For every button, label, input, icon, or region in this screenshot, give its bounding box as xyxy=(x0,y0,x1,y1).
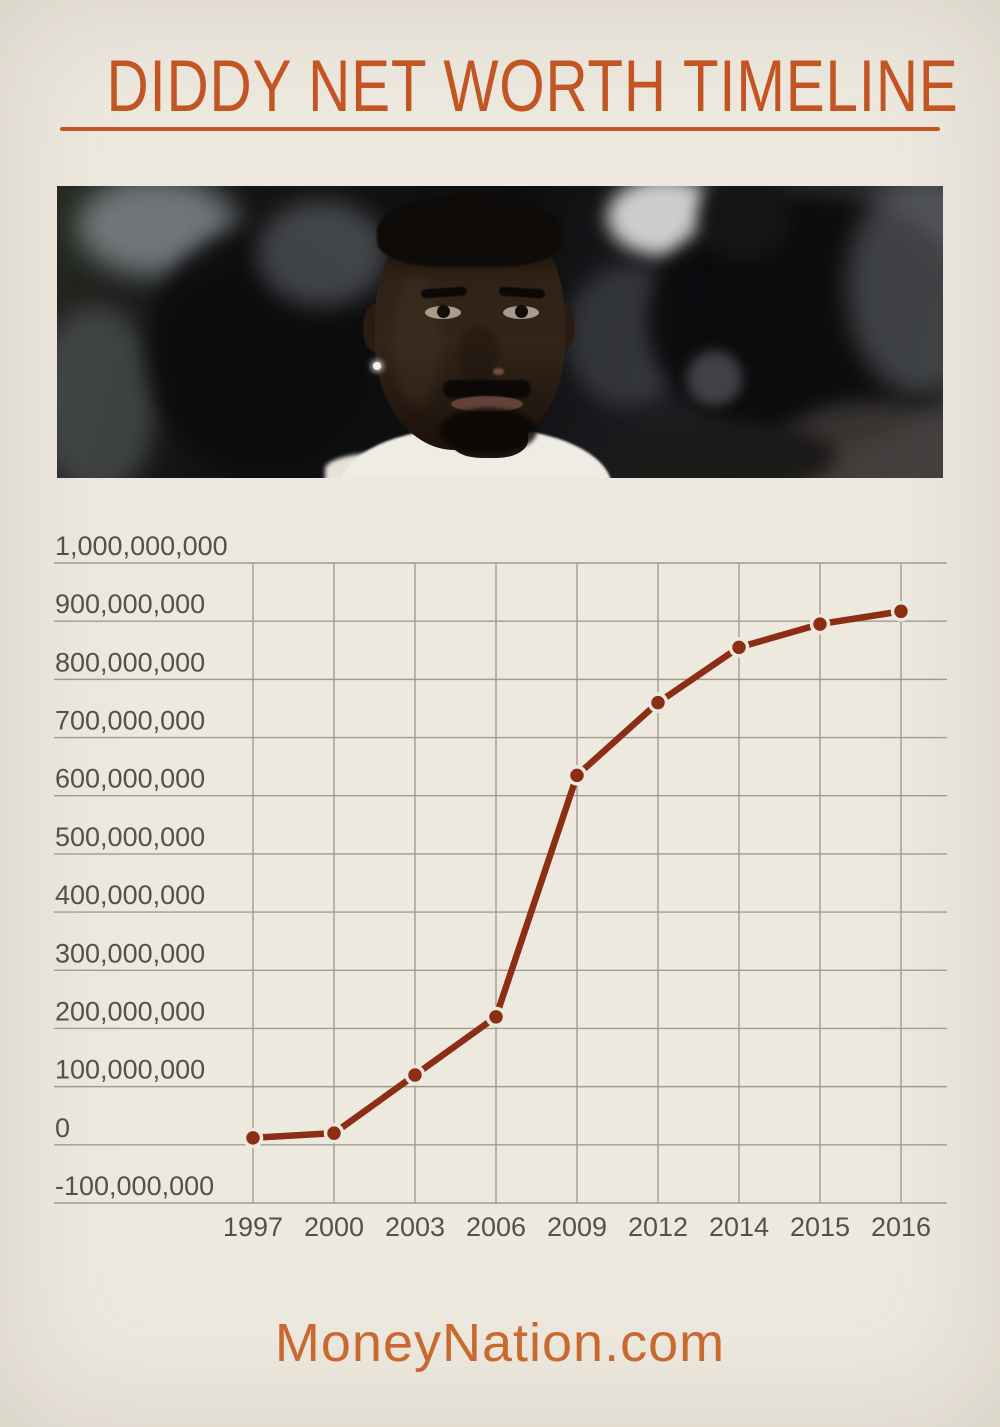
x-tick-label: 2016 xyxy=(871,1212,931,1242)
x-tick-label: 2012 xyxy=(628,1212,688,1242)
y-tick-label: 600,000,000 xyxy=(55,764,205,794)
data-point xyxy=(485,1006,507,1028)
y-tick-label: 800,000,000 xyxy=(55,647,205,677)
y-tick-label: 100,000,000 xyxy=(55,1055,205,1085)
person-lips xyxy=(451,396,523,412)
earring-highlight xyxy=(373,362,381,370)
crowd-silhouette xyxy=(617,421,837,478)
x-tick-label: 1997 xyxy=(223,1212,283,1242)
title-divider xyxy=(60,127,940,131)
person-pupil xyxy=(515,305,528,318)
y-tick-label: 700,000,000 xyxy=(55,706,205,736)
crowd-silhouette xyxy=(697,186,792,261)
y-tick-label: 200,000,000 xyxy=(55,996,205,1026)
person-mustache xyxy=(443,380,531,398)
y-tick-label: -100,000,000 xyxy=(55,1171,214,1201)
person-hair xyxy=(377,195,563,267)
person-goatee xyxy=(439,408,537,454)
person-pupil xyxy=(437,305,450,318)
bokeh-blob xyxy=(57,306,157,478)
data-point xyxy=(404,1064,426,1086)
bokeh-blob xyxy=(687,351,742,406)
data-point xyxy=(728,637,750,658)
x-tick-label: 2014 xyxy=(709,1212,769,1242)
y-tick-label: 1,000,000,000 xyxy=(55,531,228,561)
data-point xyxy=(809,613,831,635)
data-point xyxy=(323,1122,345,1144)
x-tick-label: 2000 xyxy=(304,1212,364,1242)
person-nose-shadow xyxy=(457,326,499,384)
y-tick-label: 900,000,000 xyxy=(55,589,205,619)
x-tick-label: 2015 xyxy=(790,1212,850,1242)
page-footer: MoneyNation.com xyxy=(0,1312,1000,1374)
y-tick-label: 400,000,000 xyxy=(55,880,205,910)
y-tick-label: 0 xyxy=(55,1113,70,1143)
data-point xyxy=(647,692,669,713)
data-point xyxy=(566,765,588,786)
x-tick-label: 2009 xyxy=(547,1212,607,1242)
page-title: DIDDY NET WORTH TIMELINE xyxy=(106,46,959,127)
page-header: DIDDY NET WORTH TIMELINE xyxy=(0,50,1000,123)
y-tick-label: 300,000,000 xyxy=(55,938,205,968)
diddy-photo xyxy=(57,186,943,478)
site-name: MoneyNation.com xyxy=(274,1313,726,1373)
person-nostril xyxy=(493,368,504,375)
x-tick-label: 2003 xyxy=(385,1212,445,1242)
y-tick-label: 500,000,000 xyxy=(55,822,205,852)
x-tick-label: 2006 xyxy=(466,1212,526,1242)
bokeh-blob xyxy=(257,201,387,306)
data-point xyxy=(242,1127,264,1149)
data-point xyxy=(890,601,912,622)
net-worth-chart: 1,000,000,000 900,000,000 800,000,000 700,0… xyxy=(54,531,947,1242)
